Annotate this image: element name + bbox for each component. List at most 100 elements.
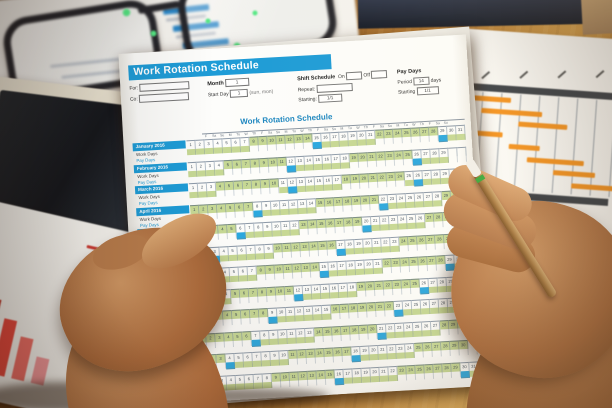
shift-cell — [305, 335, 315, 343]
shift-cell — [297, 357, 308, 365]
shift-cell — [269, 337, 279, 345]
shift-cell — [341, 333, 351, 341]
shift-cell — [278, 337, 288, 344]
shift-cell — [400, 266, 411, 273]
shift-cell — [424, 200, 434, 207]
shift-cell — [393, 137, 403, 144]
shift-cell — [259, 166, 270, 173]
shift-cell — [235, 210, 245, 218]
shift-cell — [215, 168, 225, 176]
shift-cell — [301, 271, 312, 279]
shift-cell — [385, 159, 396, 166]
shift-cell — [277, 316, 287, 323]
shift-cell — [267, 295, 277, 302]
on-label: On — [337, 73, 345, 81]
shift-cell — [344, 226, 354, 233]
shift-cell — [264, 252, 275, 259]
shift-cell — [226, 211, 236, 218]
shift-cell — [247, 274, 258, 282]
shift-cell — [414, 351, 424, 358]
shift-cell — [449, 327, 459, 335]
shift-cell — [447, 134, 457, 141]
shift-cell — [204, 147, 215, 155]
shift-cell — [239, 275, 249, 282]
pay-day-cell — [394, 309, 404, 316]
shift-cell — [431, 328, 441, 336]
shift-cell — [265, 273, 276, 281]
shift-cell — [224, 340, 234, 347]
shift-cell — [406, 201, 416, 208]
shift-cell — [345, 247, 355, 255]
shift-cell — [378, 353, 388, 360]
shift-cell — [245, 231, 255, 239]
off-field — [371, 70, 388, 79]
shift-cell — [314, 335, 324, 342]
shift-cell — [292, 272, 303, 279]
pay-day-cell — [412, 157, 423, 165]
shift-cell — [396, 352, 406, 359]
shift-cell — [328, 270, 339, 277]
pencil — [464, 158, 612, 299]
shift-cell — [351, 182, 361, 190]
shift-cell — [296, 336, 306, 343]
shift-cell — [388, 374, 399, 381]
shift-cell — [343, 204, 353, 212]
pay-day-cell — [351, 354, 361, 362]
period-field: 14 — [413, 76, 430, 86]
shift-cell — [240, 145, 251, 153]
pay-day-cell — [294, 293, 304, 301]
shift-cell — [322, 162, 333, 170]
glasses-bridge — [137, 0, 181, 15]
shift-cell — [459, 348, 469, 356]
shift-cell — [439, 306, 449, 314]
shift-cell — [333, 183, 343, 191]
on-field — [345, 71, 363, 81]
shift-cell — [228, 254, 239, 261]
shift-cell — [372, 246, 382, 253]
shift-cell — [317, 227, 327, 235]
shift-cell — [433, 199, 443, 207]
shift-cell — [451, 370, 462, 378]
shift-cell — [230, 275, 240, 283]
shift-cell — [366, 289, 376, 297]
shift-starting-field: 1/1 — [318, 93, 343, 103]
shift-cell — [315, 184, 325, 192]
shift-cell — [241, 318, 251, 325]
pay-day-cell — [288, 186, 298, 193]
shift-cell — [303, 293, 313, 300]
shift-cell — [413, 329, 423, 337]
start-day-label: Start Day — [207, 90, 229, 98]
shift-cell — [352, 376, 363, 383]
pay-day-cell — [413, 179, 424, 186]
shift-cell — [382, 267, 393, 274]
shift-cell — [330, 291, 340, 299]
shift-cell — [299, 228, 309, 236]
shift-cell — [282, 251, 293, 258]
shift-cell — [405, 351, 415, 359]
shift-cell — [280, 380, 291, 387]
shift-cell — [376, 159, 387, 167]
shift-cell — [243, 360, 254, 368]
shift-cell — [450, 349, 460, 356]
shift-cell — [425, 221, 435, 229]
shift-cell — [418, 265, 429, 272]
pay-day-cell — [334, 377, 345, 384]
shift-cell — [306, 357, 317, 364]
shift-cell — [423, 350, 433, 358]
shift-cell — [361, 203, 371, 211]
shift-cell — [361, 375, 372, 383]
shift-cell — [353, 225, 363, 233]
shift-cell — [434, 221, 444, 228]
shift-cell — [342, 355, 352, 362]
shift-cell — [426, 243, 436, 250]
shift-cell — [234, 189, 244, 196]
shift-cell — [322, 313, 332, 321]
shift-cell — [416, 222, 426, 229]
month-field: 1 — [224, 77, 250, 88]
pay-day-cell — [362, 225, 372, 232]
shift-cell — [371, 224, 381, 232]
shift-cell — [223, 319, 233, 326]
shift-cell — [249, 296, 259, 303]
shift-cell — [433, 371, 444, 379]
shift-cell — [435, 242, 445, 250]
